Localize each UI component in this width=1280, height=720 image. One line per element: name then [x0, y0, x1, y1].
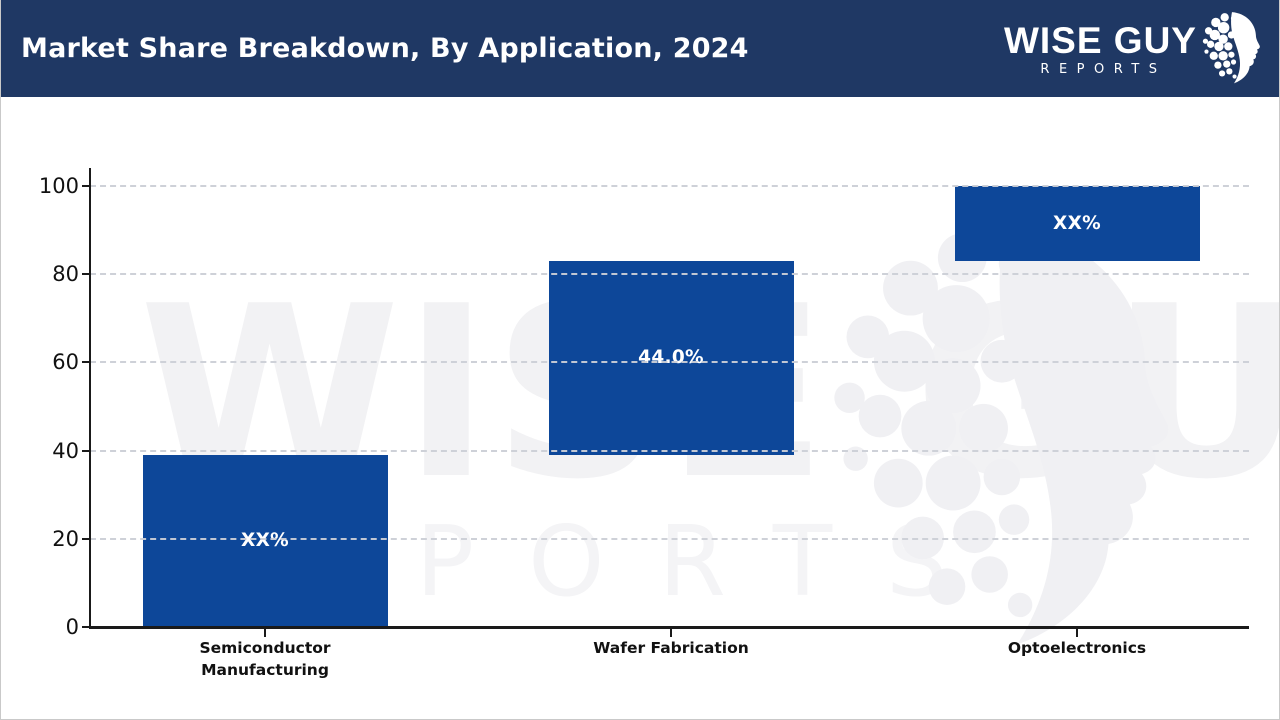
watermark-head-icon [834, 227, 1169, 645]
bar-1: XX% [142, 455, 388, 627]
bar-2: 44.0% [548, 260, 794, 455]
category-label-3: Optoelectronics [1007, 639, 1147, 657]
page-title: Market Share Breakdown, By Application, … [21, 33, 749, 64]
y-tick-label-100: 100 [38, 174, 79, 198]
y-tick-label-20: 20 [52, 526, 79, 551]
y-tick-label-80: 80 [52, 262, 79, 287]
y-tick-mark-40 [82, 449, 90, 452]
brand-logo: WISE GUY REPORTS [1004, 8, 1267, 90]
y-tick-label-60: 60 [52, 350, 79, 375]
x-tick-mark-2 [670, 629, 672, 637]
dotted-head-icon [1202, 12, 1260, 84]
y-tick-mark-0 [82, 626, 90, 628]
x-tick-mark-3 [1076, 629, 1078, 637]
x-tick-mark-1 [264, 629, 266, 637]
category-label-1: Semiconductor Manufacturing [199, 639, 331, 679]
bar-3: XX% [954, 186, 1200, 261]
gridline-80 [90, 273, 1249, 276]
gridline-20 [90, 537, 1249, 540]
y-tick-label-0: 0 [65, 615, 79, 639]
gridline-40 [90, 449, 1249, 452]
y-axis-line [89, 168, 91, 629]
brand-wordmark: WISE GUY [1003, 20, 1197, 61]
y-tick-label-40: 40 [52, 438, 79, 463]
brand-subtext: REPORTS [1040, 62, 1167, 77]
category-label-2: Wafer Fabrication [593, 639, 749, 657]
bar-value-label-3: XX% [1053, 212, 1101, 234]
gridline-100 [90, 185, 1249, 187]
gridline-60 [90, 361, 1249, 364]
y-tick-mark-60 [82, 361, 90, 364]
y-tick-mark-80 [82, 273, 90, 276]
bar-value-label-1: XX% [241, 530, 289, 552]
header-bar: Market Share Breakdown, By Application, … [1, 0, 1279, 97]
x-axis-line [89, 626, 1249, 629]
chart-canvas: WISE GUY REPORTS 020406080100XX%Semicond… [1, 97, 1279, 719]
brand-logo-text: WISE GUY REPORTS [1004, 22, 1197, 76]
y-tick-mark-20 [82, 537, 90, 540]
bar-value-label-2: 44.0% [638, 347, 704, 369]
y-tick-mark-100 [82, 185, 90, 187]
